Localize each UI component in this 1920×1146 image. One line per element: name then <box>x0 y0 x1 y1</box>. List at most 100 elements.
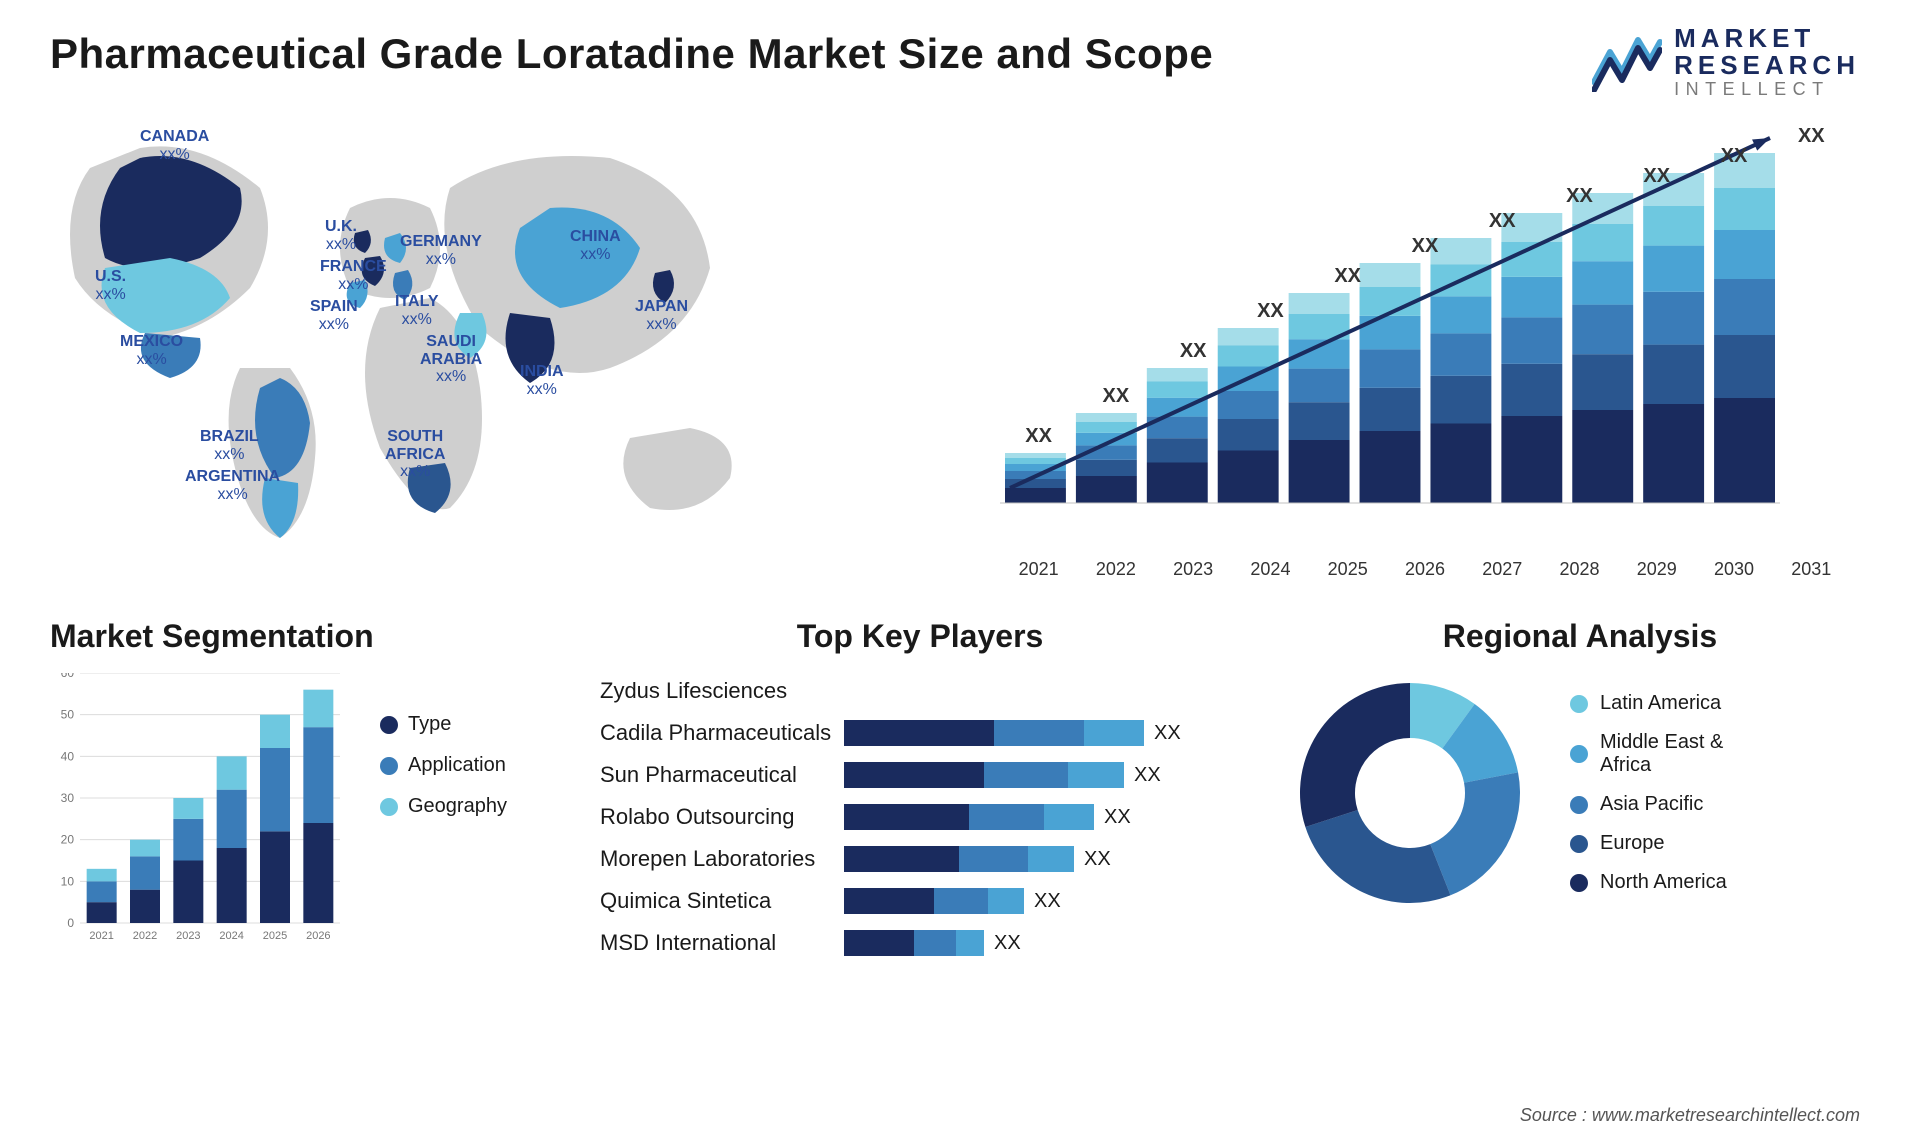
logo-icon <box>1592 32 1662 92</box>
player-bar <box>844 888 1024 914</box>
growth-value-label: XX <box>1232 300 1309 695</box>
svg-text:2022: 2022 <box>133 930 157 942</box>
legend-dot-icon <box>1570 835 1588 853</box>
svg-text:2021: 2021 <box>89 930 113 942</box>
player-bar-segment <box>959 846 1028 872</box>
player-value: XX <box>1104 806 1131 829</box>
player-name: Cadila Pharmaceuticals <box>600 720 830 746</box>
player-bar-wrap: XX <box>844 846 1240 872</box>
player-bar-segment <box>844 846 959 872</box>
map-label: ITALYxx% <box>395 293 439 328</box>
player-value: XX <box>1084 848 1111 871</box>
player-bar-segment <box>956 930 984 956</box>
legend-dot-icon <box>380 757 398 775</box>
player-bar-segment <box>844 888 934 914</box>
legend-dot-icon <box>1570 874 1588 892</box>
player-name: Rolabo Outsourcing <box>600 804 830 830</box>
svg-text:60: 60 <box>61 673 75 680</box>
legend-dot-icon <box>380 716 398 734</box>
player-bar-segment <box>1028 846 1074 872</box>
regional-legend-item: Asia Pacific <box>1570 793 1727 816</box>
regional-legend-item: Middle East &Africa <box>1570 731 1727 777</box>
regional-legend-item: North America <box>1570 871 1727 894</box>
legend-label: Application <box>408 754 506 777</box>
logo-line1: MARKET <box>1674 25 1860 52</box>
segmentation-legend: Type Application Geography <box>380 713 507 818</box>
segmentation-legend-item: Application <box>380 754 507 777</box>
segmentation-legend-item: Geography <box>380 795 507 818</box>
map-label: SAUDIARABIAxx% <box>420 333 482 386</box>
growth-value-label: XX <box>1309 265 1386 660</box>
growth-value-label: XX <box>1541 185 1618 580</box>
player-bar-segment <box>934 888 988 914</box>
map-label: U.S.xx% <box>95 268 126 303</box>
player-row: Rolabo Outsourcing XX <box>600 799 1240 835</box>
legend-dot-icon <box>1570 796 1588 814</box>
player-bar-segment <box>914 930 956 956</box>
svg-text:2025: 2025 <box>263 930 287 942</box>
map-label: INDIAxx% <box>520 363 564 398</box>
svg-text:20: 20 <box>61 833 75 847</box>
map-label: MEXICOxx% <box>120 333 183 368</box>
legend-dot-icon <box>1570 695 1588 713</box>
player-bar-segment <box>844 762 984 788</box>
player-name: MSD International <box>600 930 830 956</box>
growth-value-label: XX <box>1077 385 1154 780</box>
player-value: XX <box>1034 890 1061 913</box>
logo-line3: INTELLECT <box>1674 80 1860 99</box>
svg-text:2023: 2023 <box>176 930 200 942</box>
growth-year-label: 2026 <box>1386 559 1463 580</box>
segmentation-chart: 0102030405060202120222023202420252026 <box>50 673 340 948</box>
segmentation-panel: Market Segmentation 01020304050602021202… <box>50 618 550 961</box>
legend-label: Geography <box>408 795 507 818</box>
regional-donut-chart <box>1290 673 1530 913</box>
svg-text:40: 40 <box>61 749 75 763</box>
growth-year-label: 2027 <box>1464 559 1541 580</box>
legend-label: Middle East &Africa <box>1600 731 1723 777</box>
legend-label: Asia Pacific <box>1600 793 1703 816</box>
growth-value-label: XX <box>1155 340 1232 735</box>
growth-year-label: 2029 <box>1618 559 1695 580</box>
player-row: Morepen LaboratoriesXX <box>600 841 1240 877</box>
regional-legend-item: Europe <box>1570 832 1727 855</box>
map-label: JAPANxx% <box>635 298 688 333</box>
growth-chart-panel: XXXXXXXXXXXXXXXXXXXXXX 20212022202320242… <box>980 108 1870 578</box>
legend-label: North America <box>1600 871 1727 894</box>
growth-value-label: XX <box>1773 125 1850 520</box>
player-bar-segment <box>844 804 969 830</box>
svg-text:50: 50 <box>61 708 75 722</box>
map-label: CANADAxx% <box>140 128 209 163</box>
growth-year-label: 2021 <box>1000 559 1077 580</box>
growth-value-label: XX <box>1695 145 1772 540</box>
legend-label: Europe <box>1600 832 1665 855</box>
growth-year-label: 2028 <box>1541 559 1618 580</box>
growth-year-label: 2031 <box>1773 559 1850 580</box>
map-label: ARGENTINAxx% <box>185 468 280 503</box>
map-label: FRANCExx% <box>320 258 387 293</box>
map-label: GERMANYxx% <box>400 233 482 268</box>
svg-text:2026: 2026 <box>306 930 330 942</box>
map-label: SPAINxx% <box>310 298 358 333</box>
growth-year-label: 2022 <box>1077 559 1154 580</box>
svg-text:0: 0 <box>67 916 74 930</box>
svg-text:10: 10 <box>61 874 75 888</box>
growth-value-label: XX <box>1618 165 1695 560</box>
segmentation-legend-item: Type <box>380 713 507 736</box>
map-label: U.K.xx% <box>325 218 357 253</box>
brand-logo: MARKET RESEARCH INTELLECT <box>1592 25 1860 98</box>
growth-value-label: XX <box>1464 210 1541 605</box>
player-name: Zydus Lifesciences <box>600 678 830 704</box>
logo-line2: RESEARCH <box>1674 52 1860 79</box>
map-label: SOUTHAFRICAxx% <box>385 428 445 481</box>
legend-label: Latin America <box>1600 692 1721 715</box>
regional-panel: Regional Analysis Latin AmericaMiddle Ea… <box>1290 618 1870 961</box>
growth-year-label: 2023 <box>1155 559 1232 580</box>
player-bar-segment <box>988 888 1024 914</box>
growth-year-label: 2030 <box>1695 559 1772 580</box>
growth-value-label: XX <box>1000 425 1077 820</box>
svg-text:30: 30 <box>61 791 75 805</box>
regional-legend: Latin America Middle East &Africa Asia Pac… <box>1570 692 1727 894</box>
legend-label: Type <box>408 713 451 736</box>
growth-year-label: 2025 <box>1309 559 1386 580</box>
player-bar-wrap: XX <box>844 888 1240 914</box>
